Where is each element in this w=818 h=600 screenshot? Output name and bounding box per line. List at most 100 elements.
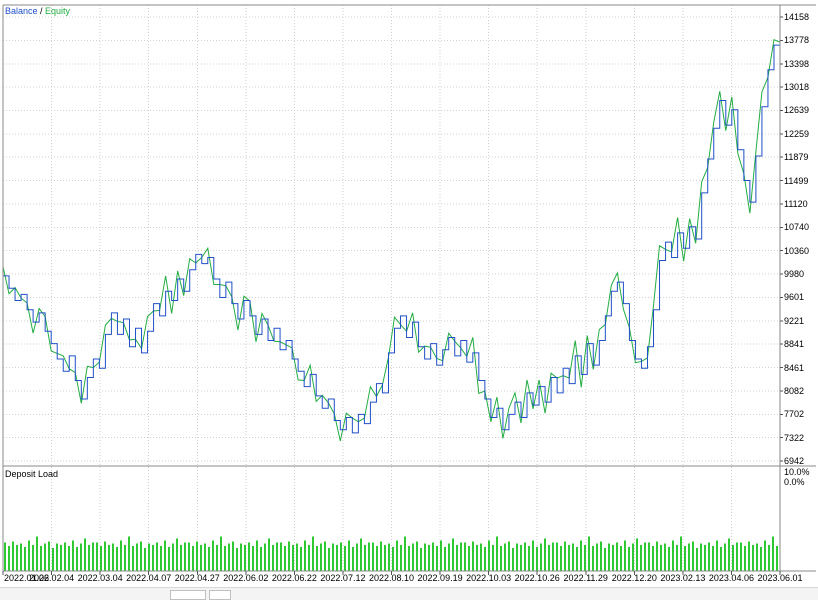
- legend-equity-label: Equity: [45, 6, 71, 16]
- equity-line: [2, 38, 781, 441]
- deposit-load-bar: [644, 542, 646, 571]
- deposit-load-bar: [776, 545, 778, 571]
- deposit-load-bar: [720, 546, 722, 571]
- deposit-load-bar: [648, 542, 650, 571]
- deposit-load-bar: [56, 543, 58, 571]
- deposit-load-bar: [464, 542, 466, 571]
- deposit-load-bar: [224, 545, 226, 571]
- deposit-load-bar: [748, 541, 750, 571]
- deposit-load-bar: [588, 536, 590, 571]
- deposit-load-bar: [624, 540, 626, 571]
- deposit-load-bar: [28, 540, 30, 571]
- deposit-load-bar: [424, 543, 426, 571]
- deposit-load-bar: [236, 547, 238, 571]
- deposit-load-bar: [16, 544, 18, 571]
- deposit-load-bar: [632, 543, 634, 571]
- deposit-load-bar: [396, 540, 398, 571]
- deposit-load-bar: [68, 545, 70, 571]
- y-axis-label: 6942: [784, 456, 805, 467]
- deposit-load-bar: [136, 543, 138, 571]
- deposit-load-bar: [676, 544, 678, 571]
- deposit-load-bar: [560, 545, 562, 571]
- deposit-load-bar: [268, 538, 270, 571]
- deposit-load-bar: [324, 541, 326, 571]
- deposit-load-bar: [264, 543, 266, 571]
- deposit-load-bar: [740, 542, 742, 571]
- y-axis-label: 12259: [784, 128, 810, 139]
- deposit-load-bar: [96, 542, 98, 571]
- deposit-load-bar: [372, 542, 374, 571]
- deposit-load-bar: [524, 542, 526, 571]
- deposit-load-bar: [744, 545, 746, 571]
- deposit-load-bar: [180, 544, 182, 571]
- deposit-load-bar: [752, 544, 754, 571]
- deposit-load-bar: [724, 543, 726, 571]
- deposit-load-bar: [436, 545, 438, 571]
- x-axis-label: 2022.07.12: [320, 573, 366, 583]
- deposit-load-bar: [656, 541, 658, 571]
- deposit-load-bar: [316, 545, 318, 571]
- deposit-load-bar: [312, 536, 314, 571]
- deposit-load-bar: [216, 544, 218, 571]
- deposit-load-bar: [600, 541, 602, 571]
- deposit-load-bar: [576, 546, 578, 571]
- deposit-load-bar: [688, 543, 690, 571]
- deposit-load-bar: [636, 538, 638, 571]
- deposit-load-bar: [628, 546, 630, 571]
- deposit-load-bar: [768, 544, 770, 571]
- deposit-load-bar: [760, 546, 762, 571]
- x-axis-label: 2022.01.06: [4, 573, 50, 583]
- deposit-load-bar: [168, 546, 170, 571]
- deposit-load-bar: [584, 544, 586, 571]
- y-axis-label: 11120: [784, 198, 808, 209]
- deposit-load-bar: [716, 540, 718, 571]
- deposit-load-bar: [12, 541, 14, 571]
- deposit-load-bar: [340, 542, 342, 571]
- deposit-load-bar: [356, 543, 358, 571]
- deposit-load-bar: [48, 541, 50, 571]
- y-axis-label: 11499: [784, 175, 809, 186]
- deposit-load-bar: [756, 543, 758, 571]
- deposit-load-bar: [516, 543, 518, 571]
- deposit-load-bar: [184, 542, 186, 571]
- deposit-load-bar: [564, 541, 566, 571]
- deposit-load-bar: [556, 542, 558, 571]
- chart-legend: Balance / Equity: [5, 6, 70, 16]
- deposit-load-bar: [272, 544, 274, 571]
- y-axis-label: 8841: [784, 339, 805, 350]
- deposit-load-bar: [476, 544, 478, 571]
- deposit-load-bar: [252, 545, 254, 571]
- deposit-load-bar: [552, 542, 554, 571]
- deposit-load-bar: [660, 544, 662, 571]
- deposit-load-bar: [400, 544, 402, 571]
- deposit-load-bar: [292, 544, 294, 571]
- deposit-load-bar: [596, 543, 598, 571]
- deposit-scale-min-label: 0.0%: [784, 477, 805, 487]
- horizontal-scrollbar[interactable]: [0, 587, 818, 600]
- deposit-load-bar: [440, 540, 442, 571]
- deposit-load-bar: [164, 540, 166, 571]
- deposit-load-bar: [144, 547, 146, 571]
- x-axis-label: 2022.11.29: [563, 573, 608, 583]
- deposit-load-bar: [52, 547, 54, 571]
- x-axis-label: 2022.09.19: [417, 573, 463, 583]
- scrollbar-thumb[interactable]: [170, 590, 206, 600]
- deposit-load-bar: [488, 540, 490, 571]
- deposit-load-bar: [612, 544, 614, 571]
- deposit-load-bar: [84, 538, 86, 571]
- deposit-load-bar: [352, 546, 354, 571]
- deposit-load-bar: [80, 543, 82, 571]
- deposit-load-bar: [232, 541, 234, 571]
- deposit-load-bar: [360, 538, 362, 571]
- deposit-load-bar: [432, 542, 434, 571]
- deposit-load-bar: [460, 542, 462, 571]
- y-axis-label: 13398: [784, 58, 810, 69]
- deposit-load-bar: [696, 547, 698, 571]
- deposit-load-bar: [188, 542, 190, 571]
- deposit-load-bar: [544, 538, 546, 571]
- scrollbar-thumb[interactable]: [209, 590, 231, 600]
- deposit-load-bar: [736, 542, 738, 571]
- y-axis-label: 7702: [784, 409, 805, 420]
- deposit-load-bar: [532, 540, 534, 571]
